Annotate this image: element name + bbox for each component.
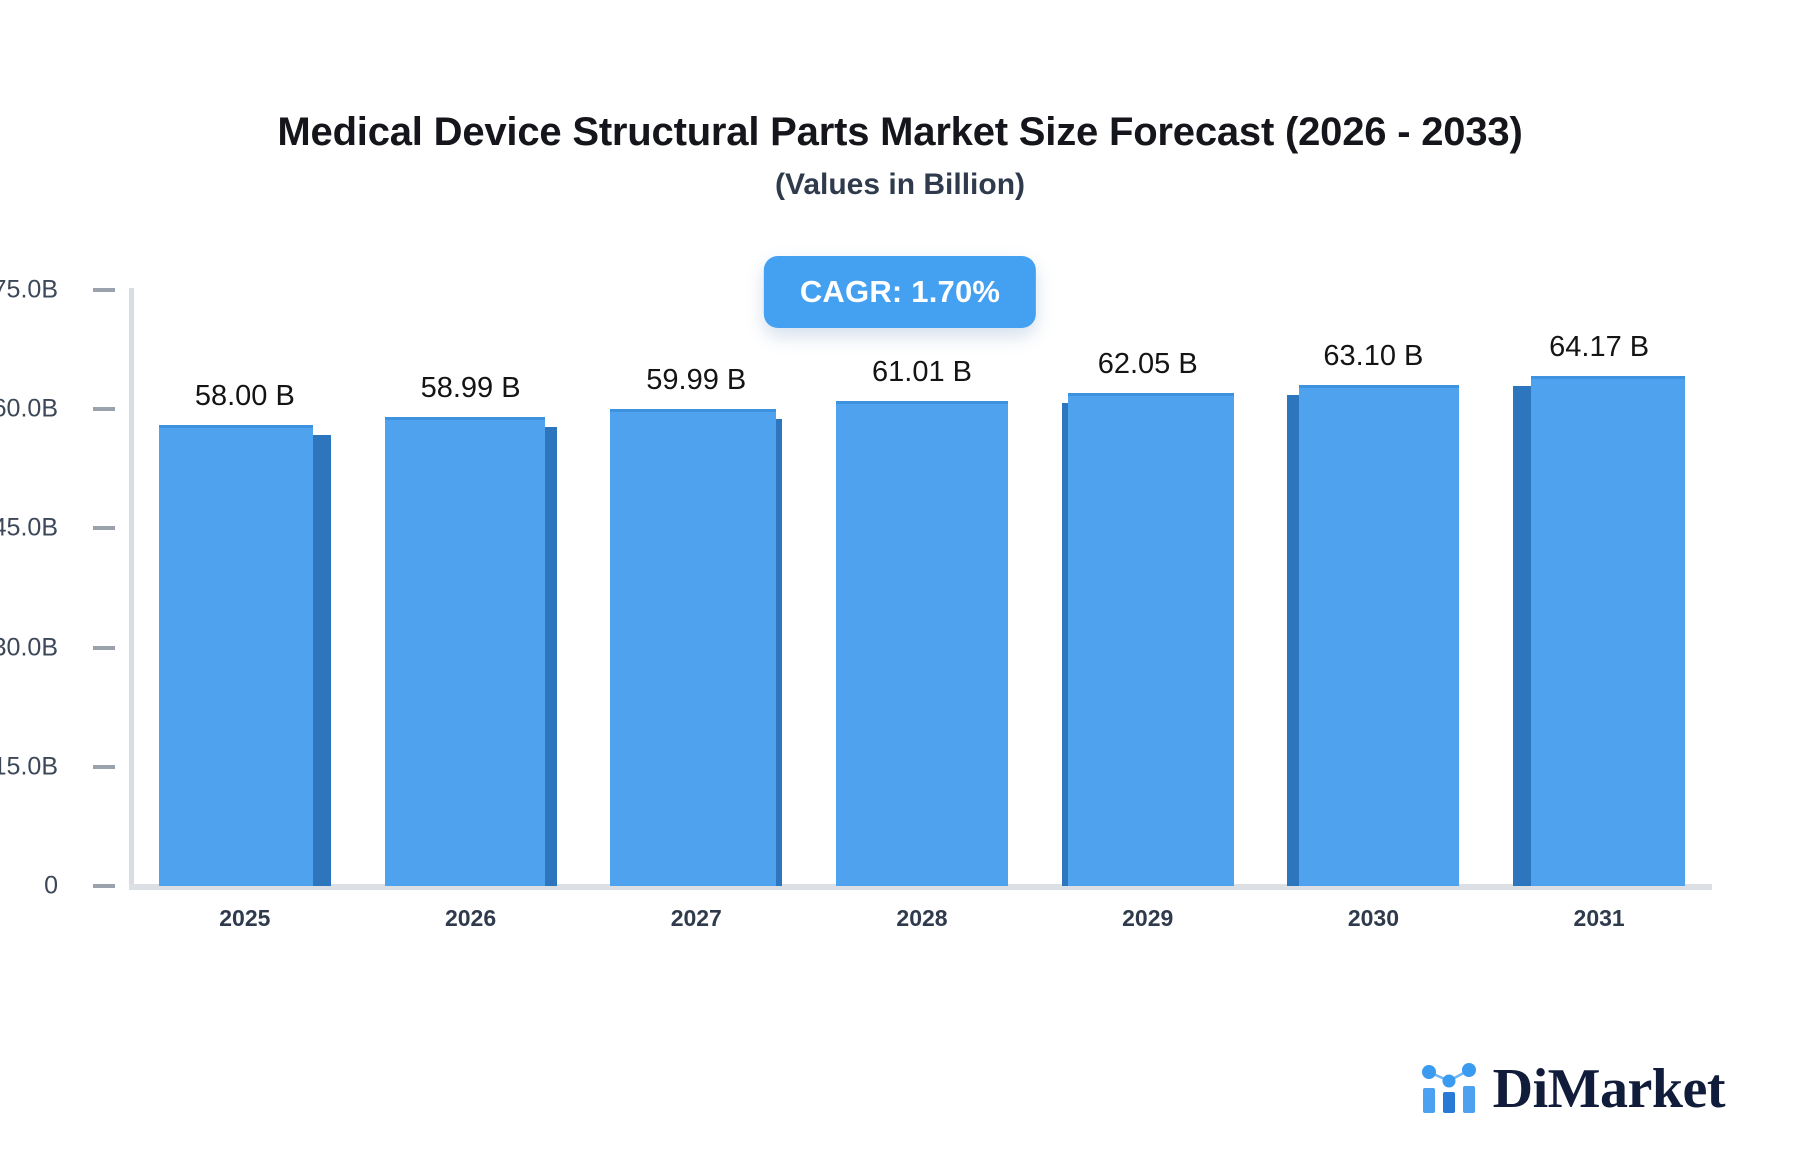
x-tick-label: 2028 xyxy=(896,905,948,931)
chart-subtitle: (Values in Billion) xyxy=(774,168,1026,201)
bar-value-label: 58.99 B xyxy=(420,372,521,405)
y-tick-mark xyxy=(93,884,115,888)
y-tick-mark xyxy=(93,288,115,292)
y-tick-mark xyxy=(93,407,115,412)
bar-side-face xyxy=(312,435,331,886)
bar-side-face xyxy=(1513,386,1532,886)
y-tick-label: 45.0B xyxy=(0,513,58,542)
y-tick-label: 75.0B xyxy=(0,275,58,304)
bar-front-face xyxy=(1067,392,1234,886)
bar-value-label: 62.05 B xyxy=(1097,347,1198,380)
bar-value-label: 61.01 B xyxy=(872,356,972,389)
x-tick-label: 2031 xyxy=(1573,905,1625,931)
bar-value-label: 58.00 B xyxy=(194,380,295,413)
bar: 58.00 B xyxy=(158,380,331,886)
bar-front-face xyxy=(836,401,1008,886)
x-tick-label: 2029 xyxy=(1122,905,1174,931)
bar-value-label: 59.99 B xyxy=(646,364,747,397)
x-tick-label: 2025 xyxy=(219,905,271,931)
bar-side-face xyxy=(776,419,783,886)
y-axis-line xyxy=(129,288,134,886)
bar-front-face xyxy=(158,425,313,886)
bar-chart-icon xyxy=(1419,1059,1479,1120)
bar: 58.99 B xyxy=(384,372,557,886)
bar-side-face xyxy=(544,427,557,886)
x-axis-line xyxy=(129,884,1712,890)
bar-front-face xyxy=(1531,376,1686,886)
bar-value-label: 63.10 B xyxy=(1323,339,1424,372)
logo-wordmark: DiMarket xyxy=(1492,1058,1726,1120)
bar-value-label: 64.17 B xyxy=(1549,331,1650,364)
bar: 62.05 B xyxy=(1061,348,1234,886)
y-tick-mark xyxy=(93,764,115,769)
bar: 59.99 B xyxy=(610,364,783,886)
bar: 63.10 B xyxy=(1287,340,1460,886)
bar: 61.01 B xyxy=(836,356,1008,886)
dimarket-logo: DiMarket xyxy=(1419,1057,1726,1121)
x-tick-label: 2030 xyxy=(1347,905,1399,931)
y-tick-label: 15.0B xyxy=(0,752,58,781)
bar-front-face xyxy=(384,417,545,886)
bar-side-face xyxy=(1061,402,1068,886)
y-tick-mark xyxy=(93,526,115,531)
y-tick-label: 30.0B xyxy=(0,633,58,662)
bar-series: 58.00 B 58.99 B 59.99 B 61.01 B 62.05 B 63.10… xyxy=(132,0,1712,1156)
bar-front-face xyxy=(1299,384,1460,886)
x-tick-label: 2026 xyxy=(444,905,497,931)
bar: 64.17 B xyxy=(1513,331,1686,886)
y-tick-mark xyxy=(93,645,115,650)
cagr-badge: CAGR: 1.70% xyxy=(763,256,1037,328)
y-tick-label: 60.0B xyxy=(0,394,58,423)
bar-front-face xyxy=(610,409,777,886)
y-tick-label: 0 xyxy=(44,871,58,900)
bar-side-face xyxy=(1287,394,1300,886)
chart-title: Medical Device Structural Parts Market S… xyxy=(277,110,1523,154)
x-tick-label: 2027 xyxy=(670,905,722,931)
